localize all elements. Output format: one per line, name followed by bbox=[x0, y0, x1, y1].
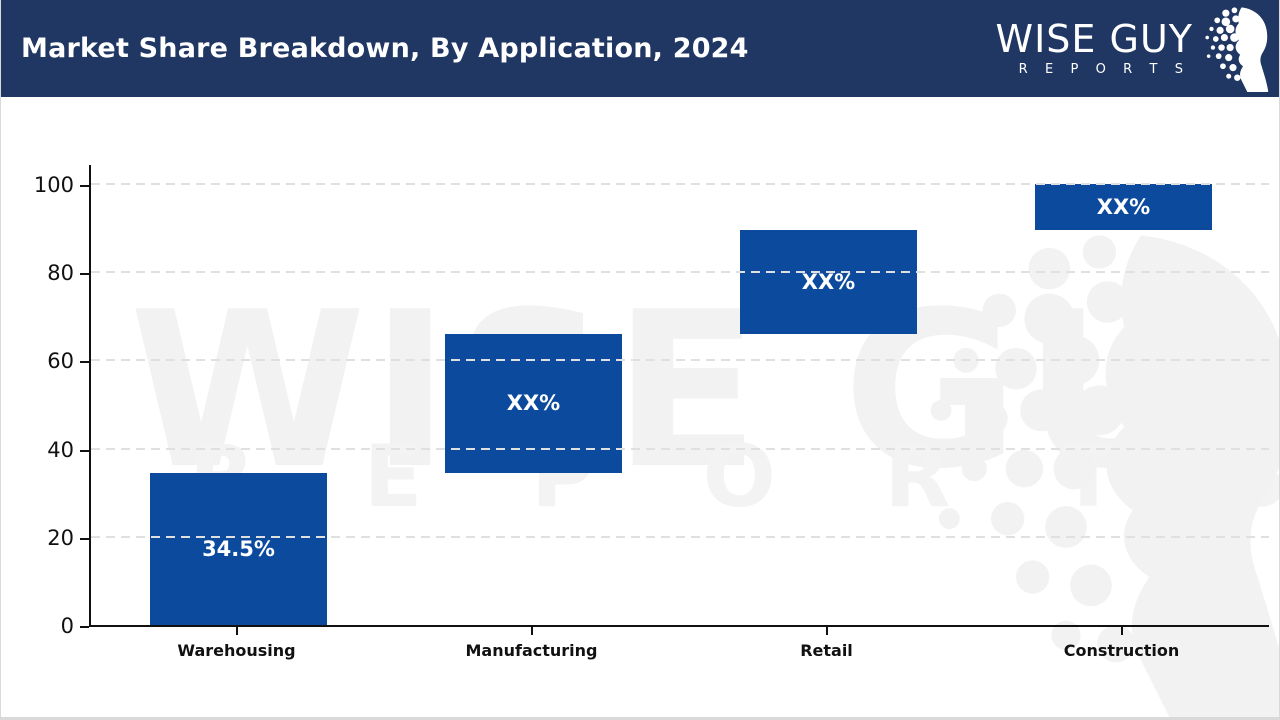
y-tick-100 bbox=[80, 185, 89, 187]
bar-value-label: 34.5% bbox=[202, 536, 275, 561]
x-tick-construction bbox=[1120, 627, 1123, 635]
bar-manufacturing bbox=[445, 333, 622, 473]
x-label-construction: Construction bbox=[1063, 641, 1180, 660]
brand-face-icon bbox=[1205, 6, 1269, 92]
plot-area: 34.5% XX% XX% XX% bbox=[89, 165, 1269, 627]
y-tick-label-80: 80 bbox=[47, 261, 74, 286]
y-tick-label-40: 40 bbox=[47, 437, 74, 462]
gridline-60 bbox=[91, 359, 1269, 362]
y-tick-60 bbox=[80, 361, 89, 364]
gridline-20 bbox=[91, 535, 1269, 538]
bar-retail bbox=[740, 230, 917, 334]
watermark-subtext: R E P O R T S bbox=[189, 427, 1280, 527]
y-tick-label-100: 100 bbox=[33, 173, 74, 197]
brand-logo-text: WISE GUY R E P O R T S bbox=[996, 20, 1193, 77]
brand-logo: WISE GUY R E P O R T S bbox=[996, 0, 1269, 97]
x-label-warehousing: Warehousing bbox=[177, 641, 296, 660]
y-tick-label-60: 60 bbox=[47, 349, 74, 374]
brand-name: WISE GUY bbox=[995, 17, 1193, 61]
watermark-face-icon bbox=[930, 235, 1279, 717]
y-tick-20 bbox=[80, 537, 89, 540]
bar-value-label: XX% bbox=[801, 270, 856, 295]
y-tick-0 bbox=[80, 626, 89, 628]
x-label-retail: Retail bbox=[800, 641, 853, 660]
y-tick-40 bbox=[80, 449, 89, 452]
bar-value-label: XX% bbox=[506, 391, 561, 416]
chart-title: Market Share Breakdown, By Application, … bbox=[21, 33, 749, 64]
x-label-manufacturing: Manufacturing bbox=[465, 641, 598, 660]
y-tick-label-0: 0 bbox=[60, 614, 74, 638]
x-tick-manufacturing bbox=[530, 627, 533, 635]
x-tick-warehousing bbox=[235, 627, 238, 635]
header-bar: Market Share Breakdown, By Application, … bbox=[1, 0, 1279, 97]
y-tick-80 bbox=[80, 273, 89, 276]
y-tick-label-20: 20 bbox=[47, 525, 74, 550]
brand-subtitle: R E P O R T S bbox=[1018, 62, 1191, 77]
gridline-80 bbox=[91, 271, 1269, 274]
gridline-40 bbox=[91, 447, 1269, 450]
gridline-100 bbox=[91, 183, 1269, 185]
bar-value-label: XX% bbox=[1096, 195, 1151, 220]
x-tick-retail bbox=[825, 627, 828, 635]
bar-warehousing bbox=[150, 472, 327, 625]
bar-construction bbox=[1035, 184, 1212, 231]
